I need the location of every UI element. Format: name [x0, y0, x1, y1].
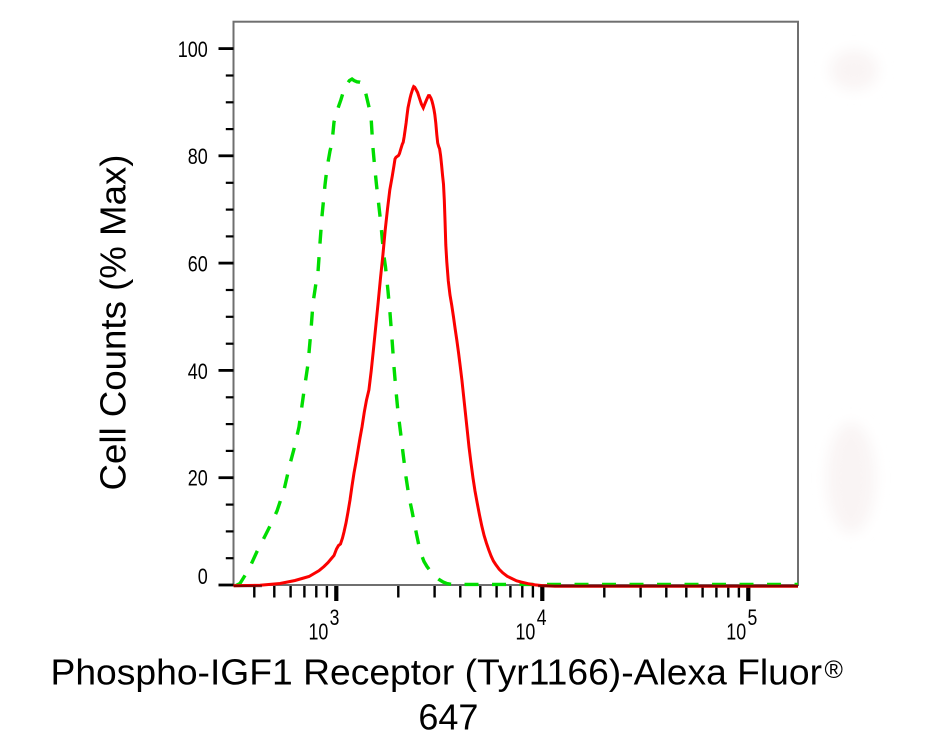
svg-text:10: 10	[309, 619, 329, 645]
svg-text:20: 20	[188, 467, 208, 491]
svg-text:3: 3	[330, 606, 340, 630]
svg-text:5: 5	[748, 606, 758, 630]
svg-text:®: ®	[825, 656, 844, 684]
svg-text:10: 10	[726, 619, 746, 645]
svg-text:Cell Counts (% Max): Cell Counts (% Max)	[92, 155, 133, 491]
svg-text:0: 0	[198, 565, 208, 589]
svg-text:10: 10	[516, 619, 536, 645]
svg-text:60: 60	[188, 253, 208, 277]
svg-text:4: 4	[537, 606, 547, 630]
svg-text:40: 40	[188, 360, 208, 384]
svg-text:80: 80	[188, 145, 208, 169]
svg-text:100: 100	[178, 38, 208, 62]
svg-text:Phospho-IGF1 Receptor (Tyr1166: Phospho-IGF1 Receptor (Tyr1166)-Alexa Fl…	[51, 651, 823, 692]
svg-text:647: 647	[418, 696, 478, 732]
